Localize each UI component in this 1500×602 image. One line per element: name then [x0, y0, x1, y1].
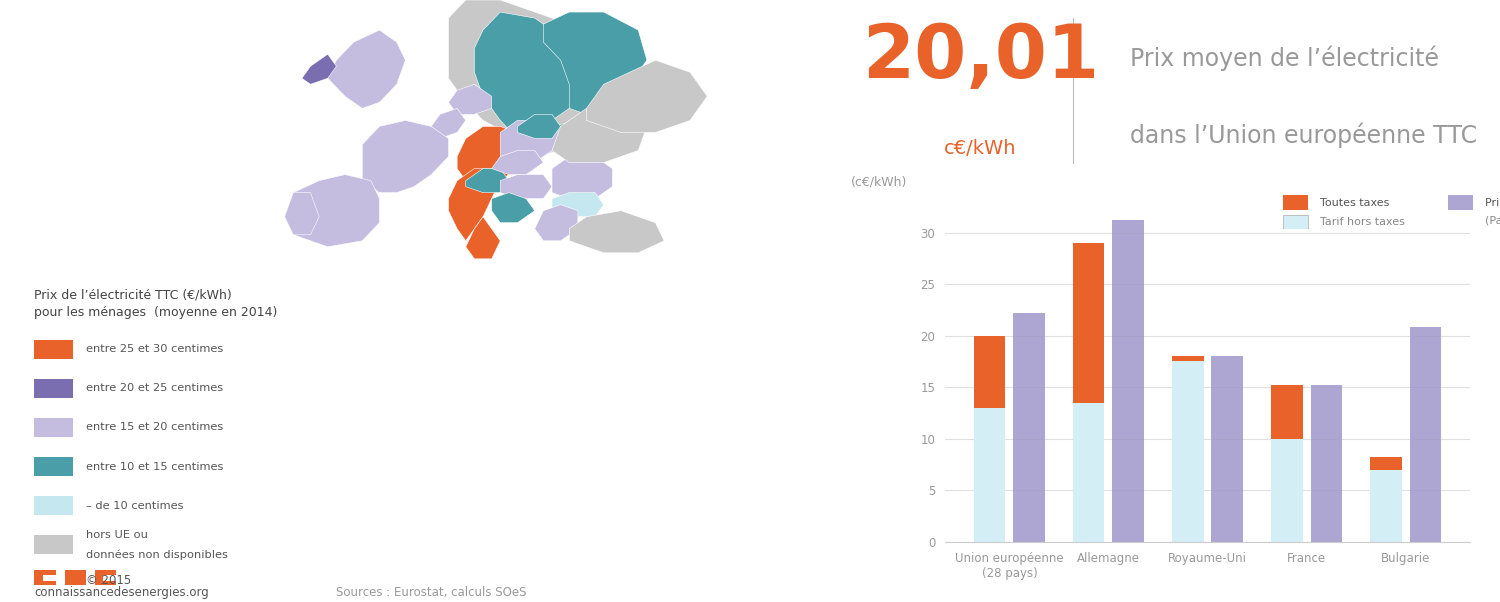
Polygon shape — [285, 193, 320, 235]
Bar — [1311, 385, 1342, 542]
Bar — [1270, 385, 1302, 439]
Bar — [64, 570, 86, 585]
Bar — [1410, 327, 1442, 542]
Polygon shape — [302, 54, 336, 84]
Text: entre 10 et 15 centimes: entre 10 et 15 centimes — [86, 462, 224, 471]
Text: (c€/kWh): (c€/kWh) — [850, 175, 907, 188]
Text: Prix moyen de l’électricité: Prix moyen de l’électricité — [1131, 45, 1440, 70]
Text: Sources : Eurostat, calculs SOeS: Sources : Eurostat, calculs SOeS — [336, 586, 526, 599]
Text: données non disponibles: données non disponibles — [86, 550, 228, 560]
Polygon shape — [465, 169, 509, 193]
Polygon shape — [552, 108, 646, 163]
Bar — [1172, 361, 1203, 542]
Bar — [34, 496, 74, 515]
Bar — [1370, 470, 1401, 542]
Polygon shape — [285, 175, 380, 247]
Polygon shape — [543, 12, 646, 114]
Polygon shape — [552, 157, 612, 199]
Text: – de 10 centimes: – de 10 centimes — [86, 501, 183, 510]
Bar — [44, 574, 55, 580]
Text: 20,01: 20,01 — [862, 21, 1100, 95]
Bar — [34, 379, 74, 398]
Bar — [34, 570, 56, 585]
Polygon shape — [327, 30, 405, 108]
Bar — [1282, 215, 1308, 229]
Bar — [1370, 458, 1401, 470]
Bar — [1014, 313, 1046, 542]
Polygon shape — [448, 0, 656, 169]
Polygon shape — [586, 60, 706, 132]
Polygon shape — [474, 12, 586, 138]
Text: dans l’Union européenne TTC: dans l’Union européenne TTC — [1131, 123, 1478, 148]
Bar — [1270, 439, 1302, 542]
Bar — [34, 418, 74, 437]
Text: hors UE ou: hors UE ou — [86, 530, 148, 540]
Polygon shape — [430, 108, 465, 138]
Text: Toutes taxes: Toutes taxes — [1320, 197, 1389, 208]
Bar — [1113, 220, 1144, 542]
Polygon shape — [448, 84, 492, 114]
Bar — [1448, 195, 1473, 210]
Polygon shape — [518, 114, 561, 138]
Text: © 2015: © 2015 — [86, 574, 132, 588]
Text: entre 25 et 30 centimes: entre 25 et 30 centimes — [86, 344, 224, 354]
Bar — [94, 570, 117, 585]
Polygon shape — [492, 150, 543, 175]
Text: entre 20 et 25 centimes: entre 20 et 25 centimes — [86, 383, 224, 393]
Polygon shape — [465, 217, 500, 259]
Polygon shape — [500, 120, 561, 163]
Bar — [974, 408, 1005, 542]
Polygon shape — [543, 120, 603, 150]
Text: Prix «PPA»: Prix «PPA» — [1485, 197, 1500, 208]
Bar — [1072, 243, 1104, 403]
Bar — [34, 340, 74, 359]
Polygon shape — [448, 169, 500, 241]
Text: Prix de l’électricité TTC (€/kWh): Prix de l’électricité TTC (€/kWh) — [34, 288, 232, 301]
Bar — [1282, 195, 1308, 210]
Text: c€/kWh: c€/kWh — [944, 138, 1017, 158]
Bar — [34, 457, 74, 476]
Text: entre 15 et 20 centimes: entre 15 et 20 centimes — [86, 423, 224, 432]
Polygon shape — [458, 126, 526, 187]
Polygon shape — [492, 193, 534, 223]
Text: connaissancedesenergies.org: connaissancedesenergies.org — [34, 586, 209, 599]
Polygon shape — [534, 205, 578, 241]
Bar — [1172, 356, 1203, 361]
Text: Tarif hors taxes: Tarif hors taxes — [1320, 217, 1406, 227]
Polygon shape — [362, 120, 448, 193]
Bar — [34, 535, 74, 554]
Polygon shape — [568, 211, 664, 253]
Bar — [104, 574, 117, 580]
Bar — [974, 336, 1005, 408]
Text: (Parité Pouvoir d’Achat): (Parité Pouvoir d’Achat) — [1485, 217, 1500, 227]
Polygon shape — [500, 175, 552, 199]
Polygon shape — [552, 193, 603, 217]
Text: pour les ménages  (moyenne en 2014): pour les ménages (moyenne en 2014) — [34, 306, 278, 319]
Bar — [1212, 356, 1243, 542]
Bar — [1072, 403, 1104, 542]
